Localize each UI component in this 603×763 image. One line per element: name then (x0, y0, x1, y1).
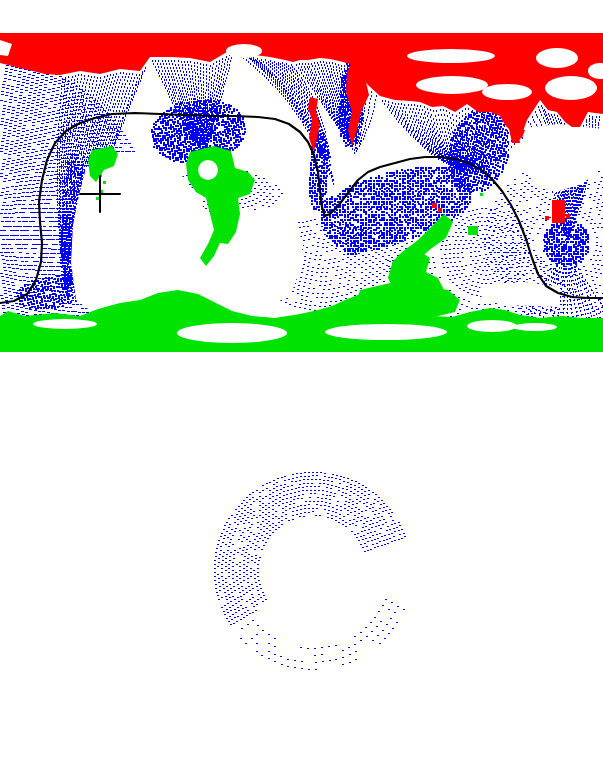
phase-portrait-figure (0, 0, 603, 763)
figure-canvas-stage (0, 0, 603, 763)
